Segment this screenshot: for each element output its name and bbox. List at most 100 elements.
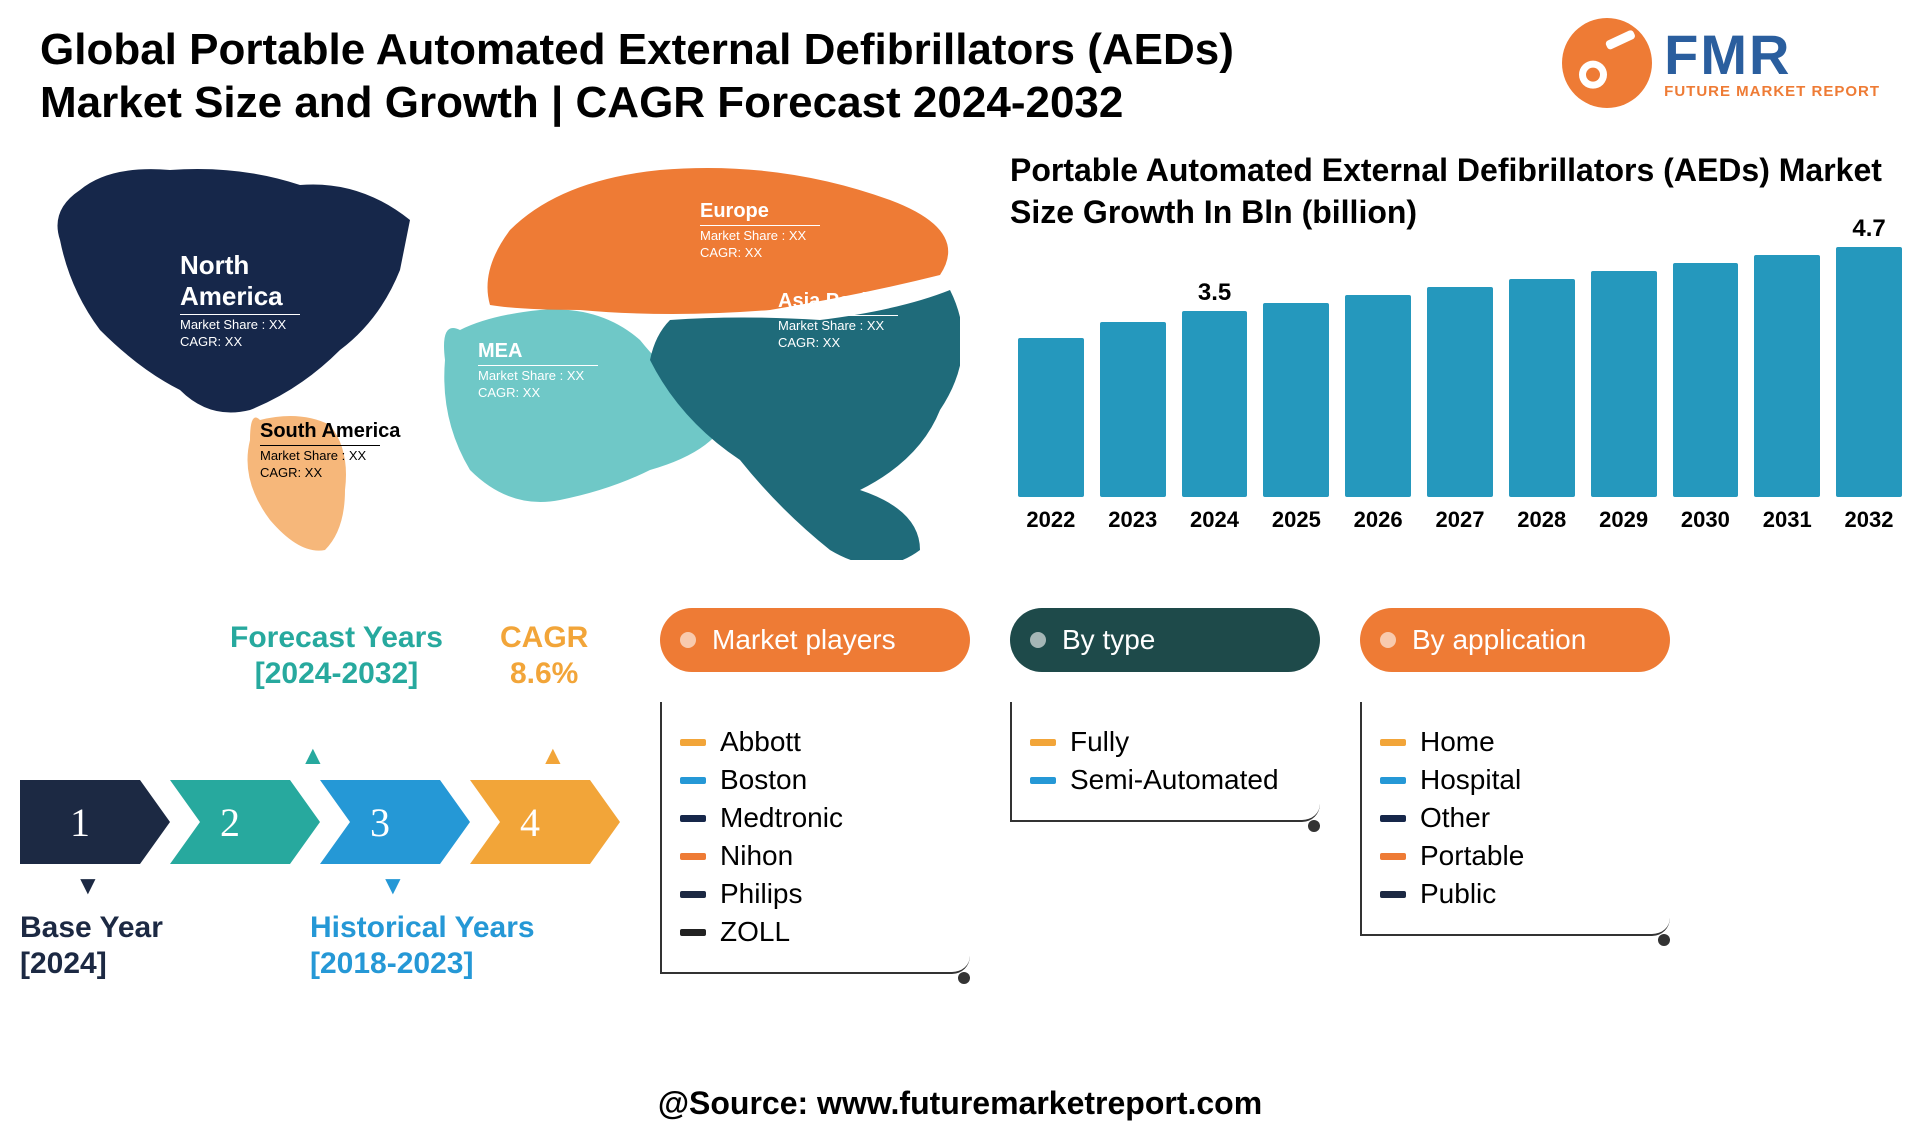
bar-year-label: 2022 (1026, 507, 1075, 533)
timeline-step-1: 1 (20, 780, 170, 864)
region-label-south_america: South AmericaMarket Share : XXCAGR: XX (260, 420, 400, 482)
base-year-label: Base Year [2024] (20, 910, 163, 982)
bar (1100, 322, 1166, 498)
bar-year-label: 2031 (1763, 507, 1812, 533)
cagr-label: CAGR 8.6% (500, 620, 588, 692)
bar-col-2023: 2023 (1100, 290, 1166, 534)
swatch-icon (1380, 891, 1406, 898)
swatch-icon (680, 739, 706, 746)
region-label-europe: EuropeMarket Share : XXCAGR: XX (700, 200, 820, 262)
list-item-label: Medtronic (720, 802, 843, 834)
list-item: Other (1380, 802, 1670, 834)
bar-year-label: 2027 (1435, 507, 1484, 533)
triangle-up-icon: ▲ (300, 740, 326, 771)
bar-year-label: 2032 (1845, 507, 1894, 533)
bar-col-2030: 2030 (1673, 231, 1739, 533)
fmr-logo: FMR FUTURE MARKET REPORT (1562, 18, 1880, 108)
bar-col-2025: 2025 (1263, 271, 1329, 533)
list-item-label: Public (1420, 878, 1496, 910)
triangle-down-icon: ▼ (380, 870, 406, 901)
list-item: Boston (680, 764, 970, 796)
logo-subtext: FUTURE MARKET REPORT (1664, 83, 1880, 100)
bar-value-label: 4.7 (1852, 215, 1885, 243)
bar-year-label: 2026 (1354, 507, 1403, 533)
swatch-icon (1380, 815, 1406, 822)
by-application-pill: By application (1360, 608, 1670, 672)
chart-title: Portable Automated External Defibrillato… (1010, 150, 1910, 233)
list-item: Nihon (680, 840, 970, 872)
region-label-asia_pacific: Asia PacificMarket Share : XXCAGR: XX (778, 290, 898, 352)
bar-chart: Portable Automated External Defibrillato… (1010, 150, 1910, 570)
bar (1018, 338, 1084, 498)
bar (1591, 271, 1657, 497)
list-item-label: Philips (720, 878, 802, 910)
swatch-icon (1380, 853, 1406, 860)
bar-year-label: 2029 (1599, 507, 1648, 533)
list-item-label: Home (1420, 726, 1495, 758)
bar-col-2022: 2022 (1018, 306, 1084, 534)
world-map: NorthAmericaMarket Share : XXCAGR: XX Sou… (40, 160, 960, 560)
list-item-label: Other (1420, 802, 1490, 834)
list-item: Fully (1030, 726, 1320, 758)
swatch-icon (680, 929, 706, 936)
bar-col-2028: 2028 (1509, 247, 1575, 533)
historical-label: Historical Years [2018-2023] (310, 910, 535, 982)
swatch-icon (680, 853, 706, 860)
list-item: Medtronic (680, 802, 970, 834)
logo-text: FMR (1664, 27, 1880, 83)
bar-year-label: 2023 (1108, 507, 1157, 533)
swatch-icon (680, 815, 706, 822)
swatch-icon (1380, 777, 1406, 784)
bar-year-label: 2024 (1190, 507, 1239, 533)
list-item: Philips (680, 878, 970, 910)
triangle-down-icon: ▼ (75, 870, 101, 901)
by-type-section: By type FullySemi-Automated (1010, 608, 1320, 822)
list-item-label: Fully (1070, 726, 1129, 758)
swatch-icon (1030, 739, 1056, 746)
swatch-icon (1380, 739, 1406, 746)
bar (1836, 247, 1902, 497)
bar-col-2027: 2027 (1427, 255, 1493, 533)
bar-col-2029: 2029 (1591, 239, 1657, 533)
triangle-up-icon: ▲ (540, 740, 566, 771)
timeline-step-3: 3 (320, 780, 470, 864)
list-item-label: Portable (1420, 840, 1524, 872)
source-text: @Source: www.futuremarketreport.com (0, 1085, 1920, 1122)
bar-col-2024: 3.5 2024 (1182, 279, 1248, 533)
swatch-icon (1030, 777, 1056, 784)
bar (1345, 295, 1411, 497)
bar-year-label: 2030 (1681, 507, 1730, 533)
list-item-label: Abbott (720, 726, 801, 758)
market-players-list: Abbott Boston Medtronic Nihon Philips ZOLL (660, 702, 970, 974)
list-item-label: Boston (720, 764, 807, 796)
page-title: Global Portable Automated External Defib… (40, 24, 1300, 130)
bar-value-label: 3.5 (1198, 279, 1231, 307)
bar-year-label: 2028 (1517, 507, 1566, 533)
timeline: Forecast Years [2024-2032] CAGR 8.6% ▲ ▲… (20, 620, 640, 980)
bar (1673, 263, 1739, 497)
by-application-list: Home Hospital Other Portable Public (1360, 702, 1670, 936)
list-item-label: Hospital (1420, 764, 1521, 796)
bar-col-2032: 4.7 2032 (1836, 215, 1902, 533)
by-type-pill: By type (1010, 608, 1320, 672)
chart-bars-container: 2022 2023 3.5 2024 2025 2026 2027 2028 2029 2030 2… (1010, 243, 1910, 533)
region-label-north_america: NorthAmericaMarket Share : XXCAGR: XX (180, 250, 300, 351)
list-item-label: ZOLL (720, 916, 790, 948)
list-item-label: Nihon (720, 840, 793, 872)
swatch-icon (680, 777, 706, 784)
bar-col-2026: 2026 (1345, 263, 1411, 533)
list-item: Hospital (1380, 764, 1670, 796)
bar (1263, 303, 1329, 497)
market-players-section: Market players Abbott Boston Medtronic Niho… (660, 608, 970, 974)
by-type-list: FullySemi-Automated (1010, 702, 1320, 822)
region-label-mea: MEAMarket Share : XXCAGR: XX (478, 340, 598, 402)
list-item: Abbott (680, 726, 970, 758)
swatch-icon (680, 891, 706, 898)
timeline-step-2: 2 (170, 780, 320, 864)
market-players-pill: Market players (660, 608, 970, 672)
list-item: Portable (1380, 840, 1670, 872)
logo-icon (1562, 18, 1652, 108)
list-item: ZOLL (680, 916, 970, 948)
timeline-steps: 1234 (20, 780, 620, 864)
list-item: Home (1380, 726, 1670, 758)
